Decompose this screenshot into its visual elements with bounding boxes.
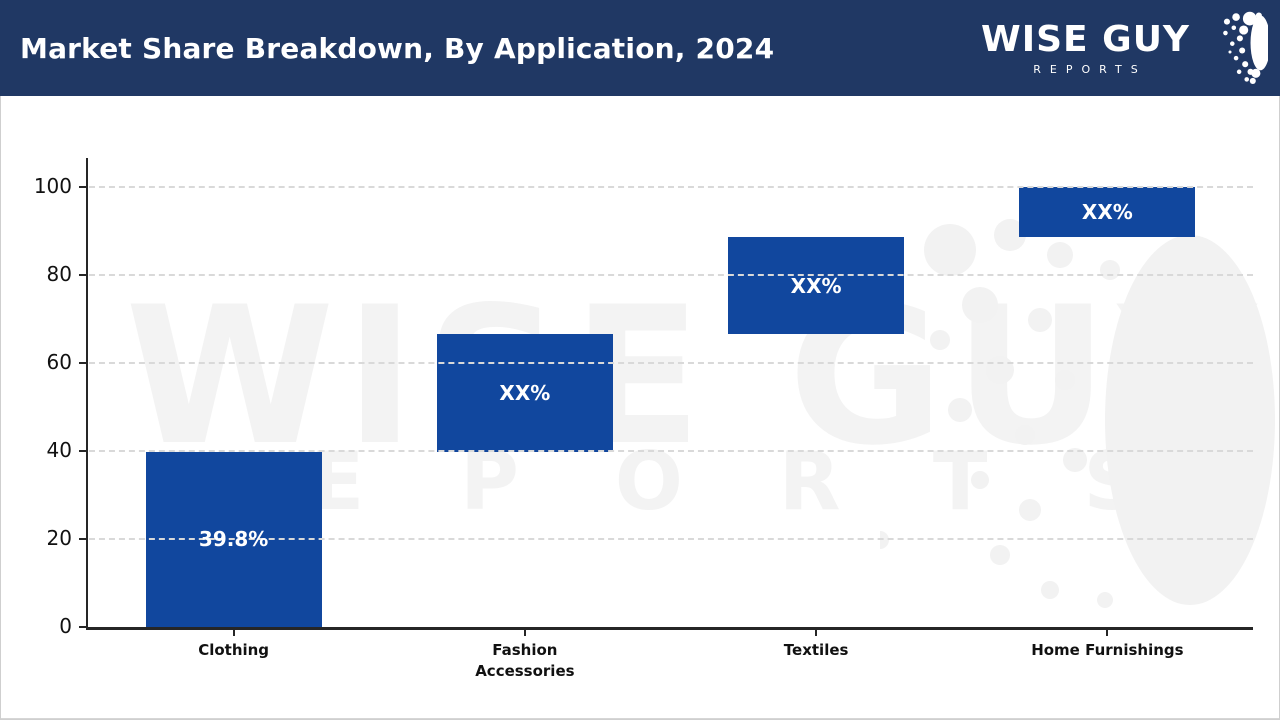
- y-tick-mark-40: [79, 450, 87, 452]
- gridline-80: [89, 274, 1253, 276]
- gridline-100: [89, 186, 1253, 188]
- logo-text: WISE GUY REPORTS: [980, 19, 1190, 77]
- bar-label-textiles: XX%: [790, 273, 842, 298]
- y-tick-mark-20: [79, 538, 87, 540]
- y-tick-label-0: 0: [59, 614, 72, 638]
- bar-home-furnishings: [1019, 187, 1196, 238]
- y-tick-mark-100: [79, 186, 87, 188]
- y-axis-line: [86, 158, 88, 629]
- bar-label-home-furnishings: XX%: [1081, 200, 1133, 225]
- header-bar: Market Share Breakdown, By Application, …: [0, 0, 1280, 96]
- x-tick-mark-fashion-accessories: [523, 630, 526, 636]
- bar-label-clothing: 39.8%: [198, 527, 269, 552]
- chart-area: WISE GUY REPORTS 0 20 40 60 80 100 39.8% Clothi…: [0, 96, 1280, 720]
- head-profile-dots-icon: [1223, 11, 1268, 84]
- gridline-60: [89, 362, 1253, 364]
- wise-guy-reports-logo: WISE GUY REPORTS: [981, 8, 1268, 88]
- bar-label-fashion-accessories: XX%: [499, 380, 551, 405]
- x-tick-label-home-furnishings: Home Furnishings: [1031, 641, 1184, 659]
- x-tick-label-fashion-accessories: Fashion Accessories: [475, 641, 575, 680]
- y-tick-label-40: 40: [46, 438, 72, 462]
- gridline-40: [89, 450, 1253, 452]
- x-axis-line: [86, 627, 1253, 630]
- x-tick-mark-textiles: [815, 630, 818, 636]
- y-tick-mark-80: [79, 274, 87, 276]
- y-tick-mark-60: [79, 362, 87, 364]
- y-tick-label-20: 20: [46, 526, 72, 550]
- x-tick-label-clothing: Clothing: [198, 641, 270, 659]
- x-tick-label-textiles: Textiles: [783, 641, 849, 659]
- bar-fashion-accessories: [436, 333, 613, 452]
- gridline-20: [89, 538, 1253, 540]
- y-tick-mark-0: [79, 626, 87, 628]
- logo-secondary-text: REPORTS: [1033, 63, 1147, 76]
- watermark-head-profile-icon: [880, 219, 1275, 608]
- logo-primary-text: WISE GUY: [980, 19, 1190, 60]
- bar-textiles: [728, 237, 905, 334]
- x-tick-mark-clothing: [232, 630, 235, 636]
- y-tick-label-80: 80: [46, 262, 72, 286]
- x-tick-mark-home-furnishings: [1106, 630, 1109, 636]
- y-tick-label-100: 100: [33, 174, 72, 198]
- page-title: Market Share Breakdown, By Application, …: [20, 31, 775, 65]
- y-tick-label-60: 60: [46, 350, 72, 374]
